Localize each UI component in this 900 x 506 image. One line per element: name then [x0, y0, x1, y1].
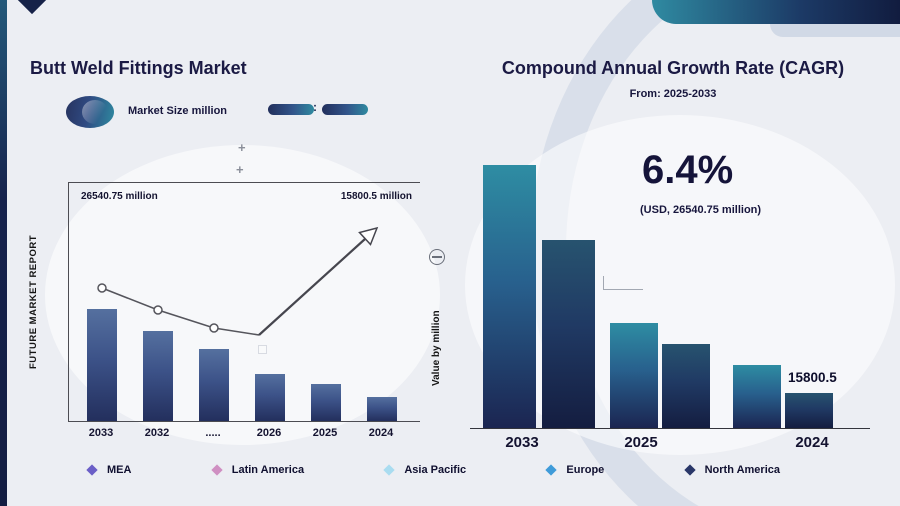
legend-label: Latin America — [231, 464, 305, 476]
bar-2024-primary — [733, 365, 781, 428]
gradient-pill-decoration — [322, 104, 368, 115]
north-america-diamond-icon — [683, 464, 696, 476]
left-chart-x-axis: 2033 2032 ..... 2026 2025 2024 — [68, 427, 420, 439]
legend-item-asia-pacific: Asia Pacific — [383, 464, 467, 476]
bar-intermediate — [199, 349, 229, 421]
top-left-corner-shape — [17, 0, 47, 15]
chart-max-value-label: 26540.75 million — [81, 191, 158, 202]
mea-diamond-icon — [86, 464, 98, 476]
legend-item-north-america: North America — [683, 464, 780, 476]
region-legend: MEA Latin America Asia Pacific Europe No… — [86, 464, 780, 476]
bar-2025-secondary — [662, 344, 710, 428]
legend-label: MEA — [107, 464, 132, 476]
market-size-legend-icon — [66, 96, 114, 128]
bar-2033-secondary — [542, 240, 595, 428]
legend-label: Europe — [566, 464, 605, 476]
right-chart-side-caption: Value by million — [431, 310, 442, 386]
bar-2024-secondary — [785, 393, 833, 428]
step-outline-decoration — [603, 276, 643, 290]
bar-2024 — [367, 397, 397, 421]
left-edge-stripe — [0, 0, 7, 506]
bar-2033-primary — [483, 165, 536, 428]
legend-item-latin-america: Latin America — [211, 464, 305, 476]
gradient-pill-decoration — [268, 104, 314, 115]
bar-2032 — [143, 331, 173, 421]
cagr-value: 6.4% — [642, 148, 734, 192]
pill-separator: : — [313, 100, 317, 114]
circle-decoration — [429, 249, 445, 265]
right-chart-subtitle: From: 2025-2033 — [629, 88, 717, 100]
x-label: 2026 — [256, 427, 282, 439]
plus-decoration: + — [238, 140, 246, 155]
x-label: 2032 — [144, 427, 170, 439]
chart-min-value-label: 15800.5 million — [340, 191, 412, 202]
square-marker-decoration — [258, 345, 267, 354]
asia-pacific-diamond-icon — [383, 464, 396, 476]
bar-2026 — [255, 374, 285, 421]
cagr-bar-chart — [470, 150, 870, 429]
bar-2025 — [311, 384, 341, 421]
left-chart-side-caption: FUTURE MARKET REPORT — [28, 234, 39, 370]
top-right-gray-band — [770, 24, 900, 37]
legend-item-mea: MEA — [86, 464, 132, 476]
market-size-legend-label: Market Size million — [128, 105, 228, 117]
legend-label: North America — [704, 464, 780, 476]
right-chart-title: Compound Annual Growth Rate (CAGR) — [501, 58, 845, 78]
plus-decoration: + — [236, 162, 244, 177]
x-label-2025: 2025 — [624, 434, 658, 451]
legend-item-europe: Europe — [545, 464, 605, 476]
x-label-2033: 2033 — [505, 434, 539, 451]
left-chart-title: Butt Weld Fittings Market — [30, 58, 247, 78]
x-label: 2033 — [88, 427, 114, 439]
x-label: 2025 — [312, 427, 338, 439]
cagr-detail: (USD, 26540.75 million) — [640, 204, 762, 216]
x-label-2024: 2024 — [795, 434, 829, 451]
market-size-bar-chart: 26540.75 million 15800.5 million — [68, 182, 420, 422]
bar-2025-primary — [610, 323, 658, 428]
x-label: ..... — [205, 427, 221, 439]
latin-america-diamond-icon — [211, 464, 223, 476]
legend-label: Asia Pacific — [404, 464, 467, 476]
europe-diamond-icon — [545, 464, 558, 476]
annotation-value-15800: 15800.5 — [788, 370, 837, 385]
bar-2033 — [87, 309, 117, 421]
x-label: 2024 — [368, 427, 394, 439]
trend-line-with-arrow — [97, 226, 379, 336]
top-right-teal-bar — [652, 0, 900, 24]
